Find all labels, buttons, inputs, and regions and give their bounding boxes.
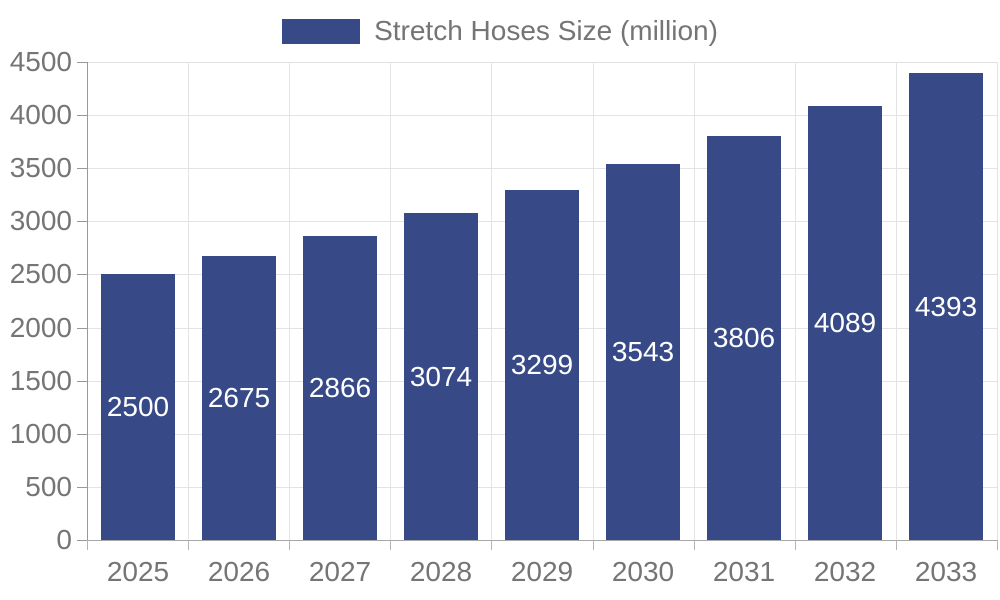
x-axis-tick <box>288 540 290 550</box>
x-axis-label: 2031 <box>712 556 776 587</box>
bar[interactable] <box>202 256 276 540</box>
x-axis-line <box>87 539 997 541</box>
y-axis-label: 4500 <box>9 46 72 77</box>
y-axis-label: 500 <box>25 471 72 502</box>
x-axis-tick <box>996 540 998 550</box>
bar[interactable] <box>808 106 882 540</box>
x-axis-tick <box>794 540 796 550</box>
y-gridline <box>87 61 997 63</box>
y-axis-tick <box>77 167 87 169</box>
bar[interactable] <box>303 236 377 540</box>
x-gridline <box>592 62 594 540</box>
bar[interactable] <box>909 73 983 540</box>
x-axis-tick <box>490 540 492 550</box>
x-axis-label: 2027 <box>308 556 372 587</box>
x-gridline <box>895 62 897 540</box>
x-gridline <box>288 62 290 540</box>
x-axis-label: 2029 <box>510 556 574 587</box>
y-axis-label: 1000 <box>9 418 72 449</box>
x-axis-label: 2030 <box>611 556 675 587</box>
y-axis-tick <box>77 327 87 329</box>
x-axis-tick <box>693 540 695 550</box>
x-axis-label: 2028 <box>409 556 473 587</box>
y-gridline <box>87 114 997 116</box>
x-gridline <box>490 62 492 540</box>
y-axis-label: 4000 <box>9 99 72 130</box>
bar[interactable] <box>707 136 781 540</box>
y-axis-label: 3500 <box>9 152 72 183</box>
y-axis-tick <box>77 61 87 63</box>
x-gridline <box>693 62 695 540</box>
y-axis-tick <box>77 380 87 382</box>
x-axis-label: 2033 <box>914 556 978 587</box>
x-gridline <box>187 62 189 540</box>
y-axis-tick <box>77 433 87 435</box>
y-axis-line <box>86 62 88 550</box>
x-gridline <box>996 62 998 540</box>
y-axis-label: 3000 <box>9 205 72 236</box>
x-axis-tick <box>592 540 594 550</box>
x-axis-tick <box>86 540 88 550</box>
legend-label: Stretch Hoses Size (million) <box>374 15 718 46</box>
bar[interactable] <box>404 213 478 540</box>
bar[interactable] <box>606 164 680 540</box>
x-gridline <box>389 62 391 540</box>
y-axis-label: 2000 <box>9 312 72 343</box>
y-axis-tick <box>77 220 87 222</box>
bar[interactable] <box>101 274 175 540</box>
y-axis-tick <box>77 486 87 488</box>
x-gridline <box>794 62 796 540</box>
y-axis-tick <box>77 114 87 116</box>
y-gridline <box>87 167 997 169</box>
x-axis-tick <box>389 540 391 550</box>
x-axis-label: 2026 <box>207 556 271 587</box>
y-axis-tick <box>77 273 87 275</box>
y-axis-label: 2500 <box>9 258 72 289</box>
y-axis-label: 0 <box>56 524 72 555</box>
y-axis-tick <box>77 539 87 541</box>
y-axis-label: 1500 <box>9 365 72 396</box>
bar[interactable] <box>505 190 579 540</box>
x-axis-tick <box>187 540 189 550</box>
legend-item[interactable]: Stretch Hoses Size (million) <box>0 15 1000 46</box>
x-axis-label: 2025 <box>106 556 170 587</box>
x-axis-tick <box>895 540 897 550</box>
legend-swatch-icon <box>282 18 361 44</box>
x-axis-label: 2032 <box>813 556 877 587</box>
